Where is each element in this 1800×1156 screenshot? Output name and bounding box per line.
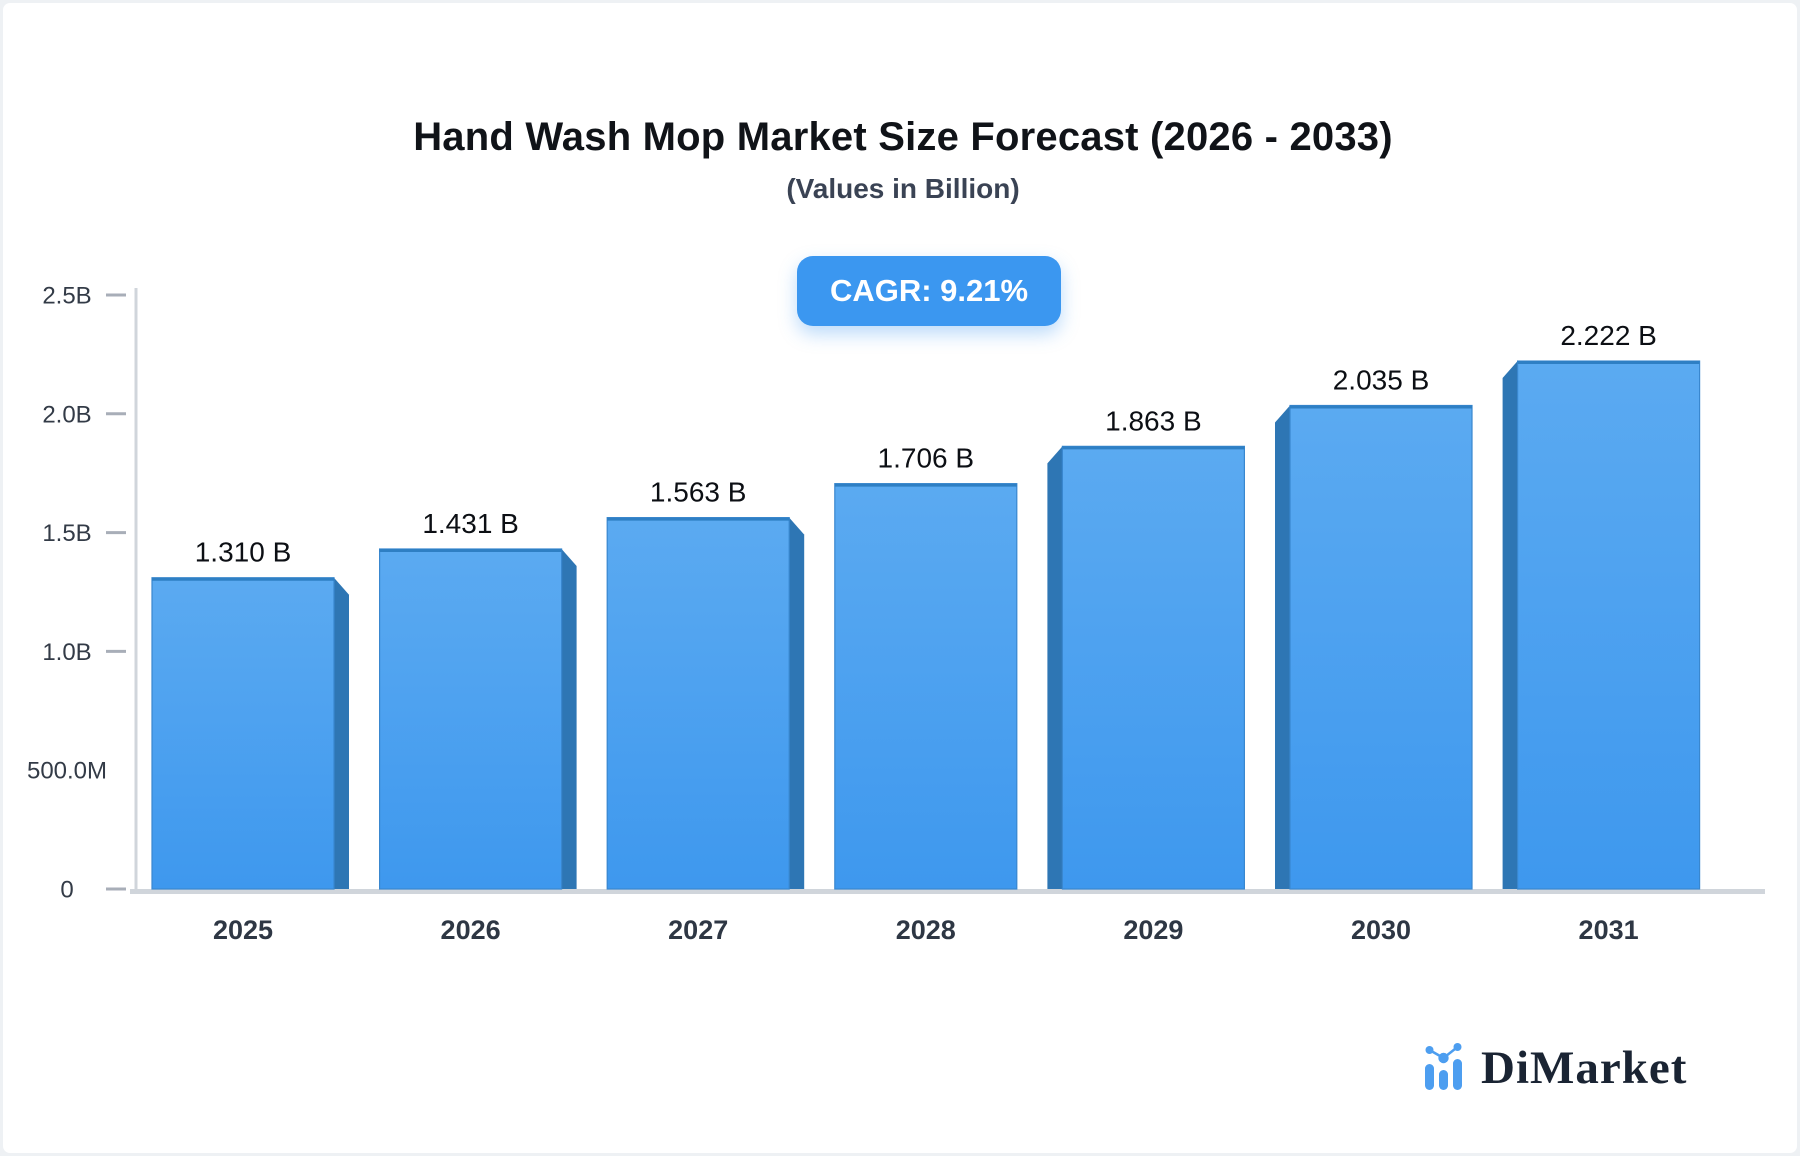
bar-side-face	[334, 577, 349, 889]
bar-side-face	[789, 517, 805, 889]
bar-2030: 2.035 B 2030	[1275, 364, 1473, 945]
bar-value-label: 2.222 B	[1560, 320, 1657, 351]
bar-side-face	[1275, 405, 1290, 889]
brand-logo-text: DiMarket	[1481, 1042, 1688, 1094]
bar-value-label: 1.706 B	[878, 443, 975, 474]
brand-logo: DiMarket	[1423, 1041, 1687, 1095]
x-axis-label: 2030	[1351, 915, 1411, 945]
bar-face	[1516, 360, 1701, 890]
x-axis-label: 2029	[1123, 915, 1183, 945]
bar-chart: 2.5B 2.0B 1.5B 1.0B 500.0M 0 1.310 B 2025 1.431 …	[27, 283, 1765, 945]
bar-face	[606, 517, 790, 890]
x-axis-label: 2026	[441, 915, 501, 945]
bar-side-face	[1047, 446, 1063, 889]
bar-2029: 1.863 B 2029	[1047, 405, 1246, 945]
y-axis-label: 1.0B	[42, 639, 91, 666]
cagr-badge: CAGR: 9.21%	[797, 256, 1061, 326]
chart-subtitle: (Values in Billion)	[786, 173, 1020, 204]
y-axis-label: 2.0B	[42, 401, 91, 428]
bar-face	[151, 577, 335, 890]
bar-value-label: 1.563 B	[650, 477, 747, 508]
bar-side-face	[1502, 361, 1518, 889]
y-axis-label: 0	[60, 877, 73, 904]
bar-face	[834, 483, 1018, 890]
bar-face	[1289, 404, 1473, 890]
bar-2025: 1.310 B 2025	[151, 537, 349, 945]
logo-bar	[1439, 1070, 1448, 1090]
bar-face	[379, 548, 563, 890]
x-axis-label: 2031	[1579, 915, 1639, 945]
bar-face	[1061, 445, 1246, 890]
logo-dot	[1453, 1043, 1462, 1051]
bar-2028: 1.706 B 2028	[834, 443, 1018, 945]
bar-value-label: 1.863 B	[1105, 405, 1202, 436]
y-axis-label: 2.5B	[42, 283, 91, 310]
logo-bar	[1425, 1064, 1434, 1090]
y-axis-label: 500.0M	[27, 758, 107, 785]
bar-side-face	[561, 548, 577, 889]
x-axis-label: 2025	[213, 915, 273, 945]
bar-value-label: 1.310 B	[195, 537, 292, 568]
chart-title: Hand Wash Mop Market Size Forecast (2026…	[413, 115, 1393, 159]
bar-chart-icon	[1425, 1043, 1462, 1090]
bar-2031: 2.222 B 2031	[1502, 320, 1701, 945]
bar-2026: 1.431 B 2026	[379, 508, 577, 945]
x-axis-label: 2027	[668, 915, 728, 945]
bar-2027: 1.563 B 2027	[606, 477, 805, 945]
logo-bar	[1453, 1059, 1462, 1090]
bar-value-label: 1.431 B	[422, 508, 519, 539]
x-axis-label: 2028	[896, 915, 956, 945]
logo-dot	[1438, 1052, 1449, 1064]
logo-dot	[1425, 1046, 1434, 1054]
y-axis-label: 1.5B	[42, 520, 91, 547]
cagr-badge-label: CAGR: 9.21%	[829, 273, 1029, 308]
bar-value-label: 2.035 B	[1333, 364, 1430, 395]
